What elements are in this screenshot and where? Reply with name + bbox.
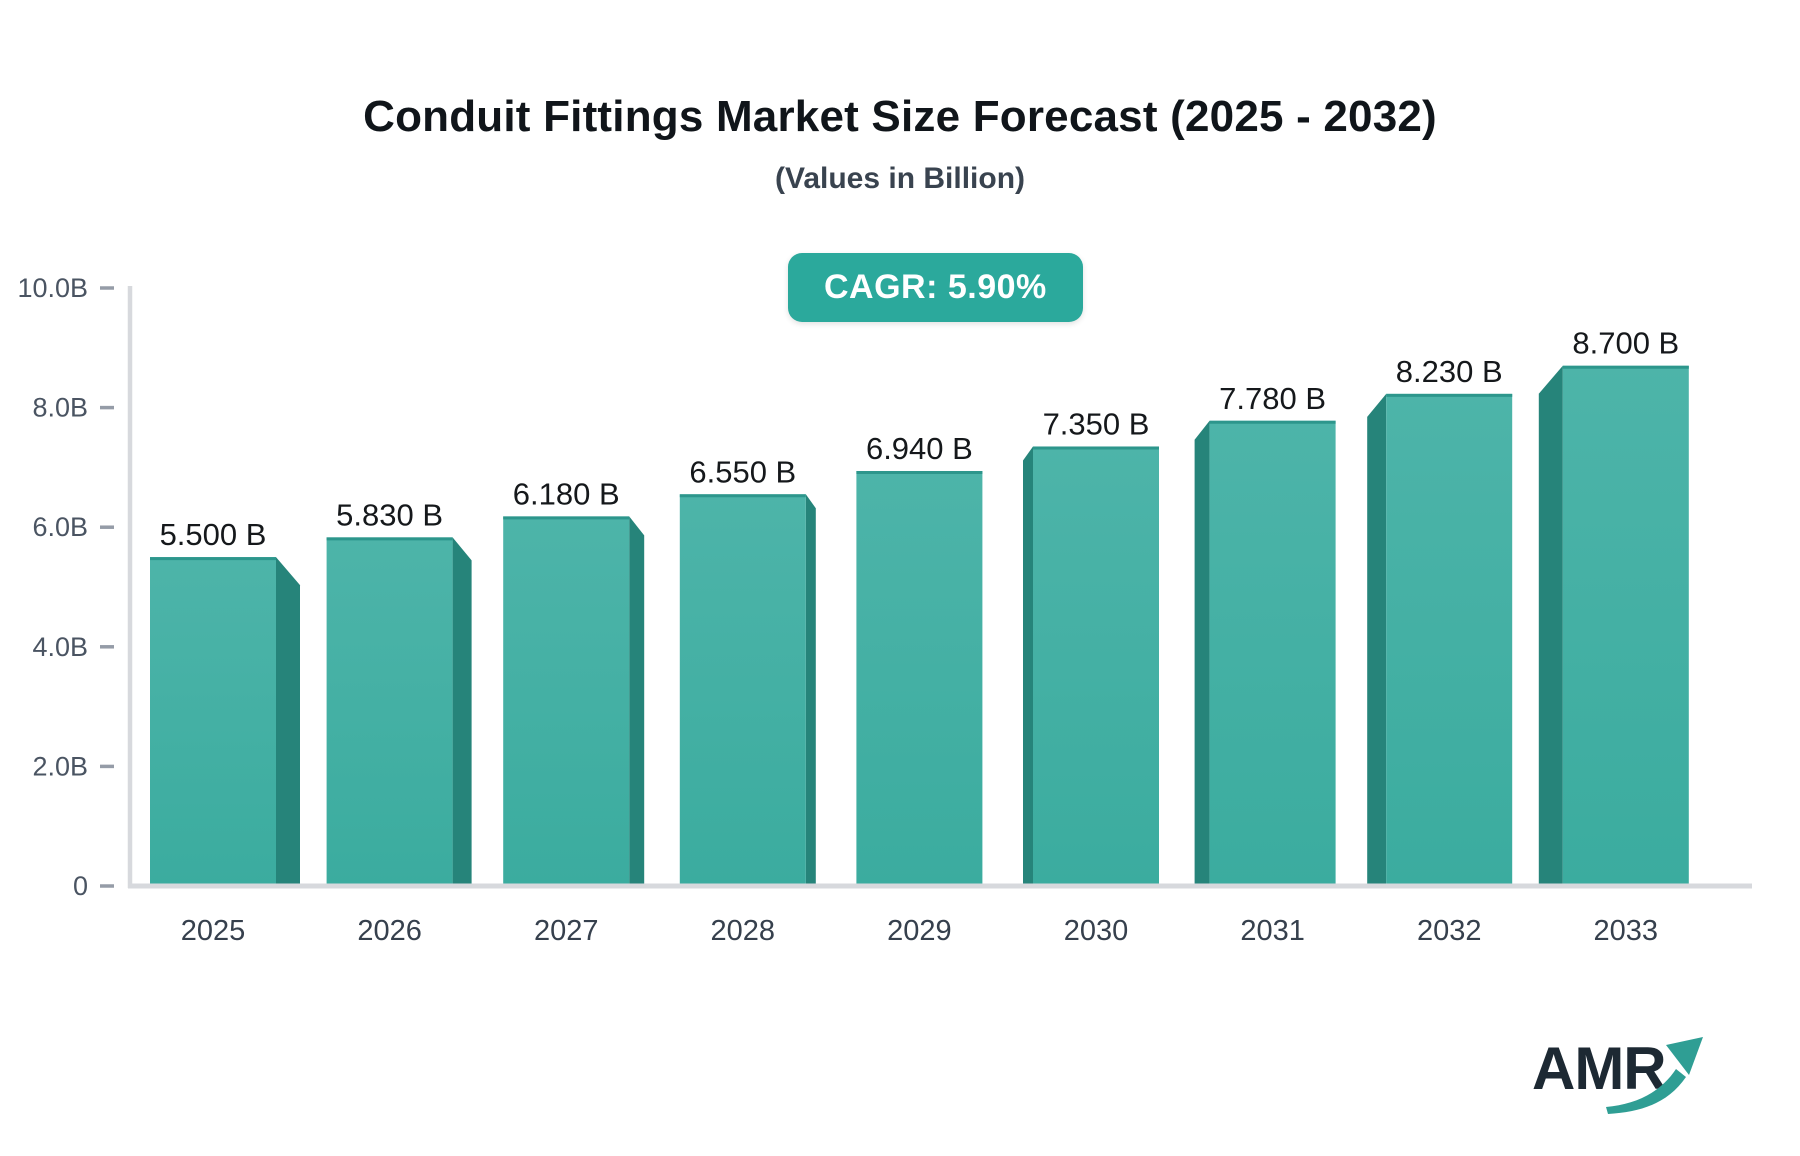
- bar-side-2026: [452, 537, 472, 885]
- y-tick-label-4.0B: 4.0B: [32, 632, 88, 662]
- bar-value-label-2031: 7.780 B: [1219, 381, 1326, 416]
- amr-logo: AMR: [1532, 1035, 1703, 1114]
- amr-logo-text: AMR: [1532, 1035, 1666, 1102]
- cagr-badge: CAGR: 5.90%: [788, 253, 1083, 322]
- chart-subtitle: (Values in Billion): [774, 162, 1026, 195]
- bar-value-label-2029: 6.940 B: [866, 431, 973, 466]
- chart-layer: 10.0B 8.0B 6.0B 4.0B 2.0B 0 5.500 B 2025 5.830 B…: [17, 273, 1752, 947]
- bar-2028: [679, 494, 806, 885]
- bar-value-label-2030: 7.350 B: [1043, 406, 1150, 441]
- amr-logo-arrow-head: [1666, 1037, 1703, 1075]
- x-tick-label-2028: 2028: [711, 915, 776, 947]
- bar-2029: [856, 470, 983, 885]
- bar-2025: [150, 557, 276, 885]
- bar-value-label-2027: 6.180 B: [513, 476, 620, 511]
- bar-value-label-2028: 6.550 B: [689, 454, 796, 489]
- bar-side-2027: [629, 516, 645, 885]
- bar-value-label-2032: 8.230 B: [1396, 354, 1503, 389]
- x-tick-label-2031: 2031: [1240, 915, 1305, 947]
- x-tick-label-2027: 2027: [534, 915, 599, 947]
- x-tick-label-2030: 2030: [1064, 915, 1129, 947]
- bar-2030: [1033, 446, 1159, 885]
- bar-value-label-2033: 8.700 B: [1572, 326, 1679, 361]
- y-tick-label-10.0B: 10.0B: [17, 273, 88, 303]
- y-tick-label-2.0B: 2.0B: [32, 751, 88, 781]
- x-tick-label-2032: 2032: [1417, 915, 1482, 947]
- x-tick-label-2033: 2033: [1594, 915, 1659, 947]
- y-tick-label-6.0B: 6.0B: [32, 512, 88, 542]
- bar-side-2033: [1538, 365, 1563, 885]
- x-tick-label-2029: 2029: [887, 915, 952, 947]
- bar-2031: [1209, 420, 1336, 885]
- bar-2027: [503, 516, 630, 885]
- bar-side-2032: [1367, 393, 1387, 885]
- bar-2033: [1562, 365, 1689, 885]
- x-tick-label-2026: 2026: [357, 915, 422, 947]
- bar-side-2030: [1023, 446, 1033, 885]
- x-tick-label-2025: 2025: [181, 915, 246, 947]
- bar-2032: [1386, 393, 1513, 885]
- y-tick-label-8.0B: 8.0B: [32, 393, 88, 423]
- chart-title: Conduit Fittings Market Size Forecast (2…: [363, 92, 1437, 141]
- bar-value-label-2026: 5.830 B: [336, 497, 443, 532]
- bar-side-2031: [1194, 420, 1210, 885]
- bar-side-2025: [276, 557, 300, 885]
- bar-2026: [326, 537, 453, 885]
- amr-logo-arrow-swoosh: [1606, 1069, 1686, 1114]
- bar-value-label-2025: 5.500 B: [160, 517, 267, 552]
- y-tick-label-0: 0: [73, 871, 88, 901]
- bar-side-2028: [805, 494, 816, 885]
